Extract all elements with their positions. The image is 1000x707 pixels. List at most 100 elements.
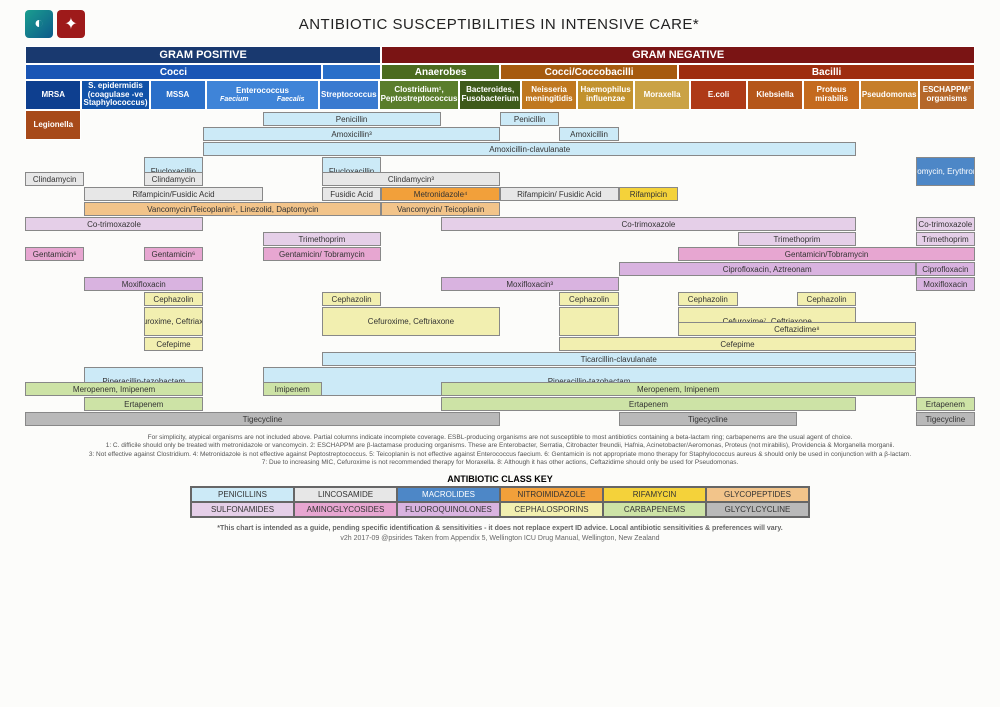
bar-row: Cefepime Cefepime — [25, 337, 975, 351]
footer-disclaimer: *This chart is intended as a guide, pend… — [25, 524, 975, 534]
antibiotic-bar: Cephazolin — [559, 292, 618, 306]
header-cell: E.coli — [690, 80, 747, 110]
antibiotic-bar: Cefuroxime, Ceftriaxone — [322, 307, 500, 336]
antibiotic-bar: Metronidazole⁴ — [381, 187, 500, 201]
antibiotic-bar: Gentamicin/Tobramycin — [678, 247, 975, 261]
antibiotic-bar: Moxifloxacin³ — [441, 277, 619, 291]
antibiotic-bar: Ertapenem — [916, 397, 975, 411]
antibiotic-bar: Penicillin — [263, 112, 441, 126]
antibiotic-bar: Ticarcillin-clavulanate — [322, 352, 916, 366]
antibiotic-bar: Fusidic Acid — [322, 187, 381, 201]
antibiotic-bar: Ciprofloxacin — [916, 262, 975, 276]
header-cell: MRSA — [25, 80, 81, 110]
bar-row: Ciprofloxacin, AztreonamCiprofloxacin — [25, 262, 975, 276]
antibiotic-bar: Ertapenem — [84, 397, 203, 411]
bar-row: FlucloxacillinFlucloxacillinAzithromycin… — [25, 157, 975, 171]
header-cell: Pseudomonas — [860, 80, 919, 110]
key-cell: PENICILLINS — [191, 487, 294, 502]
footer-attribution: v2h 2017-09 @psirides Taken from Appendi… — [25, 534, 975, 544]
antibiotic-bar: Trimethoprim — [738, 232, 857, 246]
antibiotic-bar: Gentamicin/ Tobramycin — [263, 247, 382, 261]
header-cell: Cocci — [25, 64, 322, 80]
logo-1: ◐ — [25, 10, 53, 38]
antibiotic-bar: Cephazolin — [797, 292, 856, 306]
header-cell: Anaerobes — [381, 64, 500, 80]
header-cell — [322, 64, 381, 80]
key-cell: CARBAPENEMS — [603, 502, 706, 517]
note-line: 7: Due to increasing MIC, Cefuroxime is … — [35, 459, 965, 467]
antibiotic-bar: Co-trimoxazole — [916, 217, 975, 231]
bar-row: PenicillinPenicillin — [25, 112, 975, 126]
key-cell: LINCOSAMIDE — [294, 487, 397, 502]
header-cell: Proteus mirabilis — [803, 80, 860, 110]
antibiotic-bar: Clindamycin³ — [322, 172, 500, 186]
key-title: ANTIBIOTIC CLASS KEY — [25, 474, 975, 484]
antibiotic-bar: Clindamycin — [25, 172, 84, 186]
header-cell: Clostridium¹, Peptostreptococcus — [379, 80, 460, 110]
antibiotic-bar: Rifampicin — [619, 187, 678, 201]
antibiotic-bar: Trimethoprim — [263, 232, 382, 246]
antibiotic-bar: Meropenem, Imipenem — [25, 382, 203, 396]
header-cell: GRAM NEGATIVE — [381, 46, 975, 64]
logos: ◐ ✦ — [25, 10, 85, 38]
antibiotic-bar: Rifampicin/ Fusidic Acid — [500, 187, 619, 201]
antibiotic-bar: Co-trimoxazole — [25, 217, 203, 231]
antibiotic-bar: Trimethoprim — [916, 232, 975, 246]
key-cell: FLUOROQUINOLONES — [397, 502, 500, 517]
antibiotic-bar: Rifampicin/Fusidic Acid — [84, 187, 262, 201]
antibiotic-bar: Gentamicin⁶ — [144, 247, 203, 261]
antibiotic-bar: Imipenem — [263, 382, 322, 396]
header-cell: Haemophilus influenzae — [577, 80, 633, 110]
antibiotic-bar: Co-trimoxazole — [441, 217, 857, 231]
antibiotic-bar: Cephazolin — [144, 292, 203, 306]
footer: *This chart is intended as a guide, pend… — [25, 524, 975, 544]
antibiotic-bar: Amoxicillin-clavulanate — [203, 142, 856, 156]
antibiotic-bar: Clindamycin — [144, 172, 203, 186]
note-line: 3: Not effective against Clostridium. 4:… — [35, 451, 965, 459]
antibiotic-bar: Moxifloxacin — [916, 277, 975, 291]
key-cell: NITROIMIDAZOLE — [500, 487, 603, 502]
bar-row: Clindamycin Clindamycin Clindamycin³ — [25, 172, 975, 186]
antibiotic-bar: Tigecycline — [916, 412, 975, 426]
bar-row: Ticarcillin-clavulanate — [25, 352, 975, 366]
header: ◐ ✦ ANTIBIOTIC SUSCEPTIBILITIES IN INTEN… — [25, 10, 975, 38]
bar-row: Cefuroxime, CeftriaxoneCefuroxime, Ceftr… — [25, 307, 975, 321]
header-cell: MSSA — [150, 80, 207, 110]
header-cell: Cocci/Coccobacilli — [500, 64, 678, 80]
bar-row: Moxifloxacin Moxifloxacin³ Moxifloxacin — [25, 277, 975, 291]
antibiotic-bar: Ertapenem — [441, 397, 857, 411]
bar-row: Gentamicin⁶ Gentamicin⁶ Gentamicin/ Tobram… — [25, 247, 975, 261]
antibiotic-bars: PenicillinPenicillinAmoxicillin³Amoxicil… — [25, 112, 975, 426]
bar-row: Amoxicillin³Amoxicillin — [25, 127, 975, 141]
antibiotic-bar: Amoxicillin³ — [203, 127, 500, 141]
antibiotic-bar: Cefuroxime, Ceftriaxone — [144, 307, 203, 336]
header-cell: Moraxella — [634, 80, 691, 110]
key-cell: SULFONAMIDES — [191, 502, 294, 517]
logo-2: ✦ — [57, 10, 85, 38]
antibiotic-bar: Cefepime — [559, 337, 915, 351]
header-cell: GRAM POSITIVE — [25, 46, 381, 64]
bar-row: Rifampicin/Fusidic Acid Fusidic AcidMetro… — [25, 187, 975, 201]
antibiotic-bar: Moxifloxacin — [84, 277, 203, 291]
key-cell: RIFAMYCIN — [603, 487, 706, 502]
key-cell: GLYCOPEPTIDES — [706, 487, 809, 502]
bar-row: Meropenem, ImipenemImipenemMeropenem, Im… — [25, 382, 975, 396]
bar-row: Amoxicillin-clavulanate — [25, 142, 975, 156]
bar-row: Co-trimoxazole Co-trimoxazole Co-trimoxazo… — [25, 217, 975, 231]
bar-row: Tigecycline Tigecycline Tigecycline — [25, 412, 975, 426]
class-key: PENICILLINSLINCOSAMIDEMACROLIDESNITROIMI… — [190, 486, 810, 518]
antibiotic-bar: Cefepime — [144, 337, 203, 351]
antibiotic-bar — [559, 307, 618, 336]
antibiotic-bar: Ciprofloxacin, Aztreonam — [619, 262, 916, 276]
antibiotic-bar: Cephazolin — [322, 292, 381, 306]
antibiotic-bar: Gentamicin⁶ — [25, 247, 84, 261]
header-cell: Bacilli — [678, 64, 975, 80]
antibiotic-bar: Tigecycline — [619, 412, 797, 426]
header-cell: ESCHAPPM² organisms — [919, 80, 975, 110]
key-cell: MACROLIDES — [397, 487, 500, 502]
organism-header: GRAM POSITIVEGRAM NEGATIVE Cocci Anaerobe… — [25, 46, 975, 112]
header-cell: EnterococcusFaeciumFaecalis — [206, 80, 319, 110]
antibiotic-bar: Tigecycline — [25, 412, 500, 426]
antibiotic-bar: Cephazolin — [678, 292, 737, 306]
antibiotic-bar: Vancomycin/Teicoplanin⁵, Linezolid, Dapt… — [84, 202, 381, 216]
